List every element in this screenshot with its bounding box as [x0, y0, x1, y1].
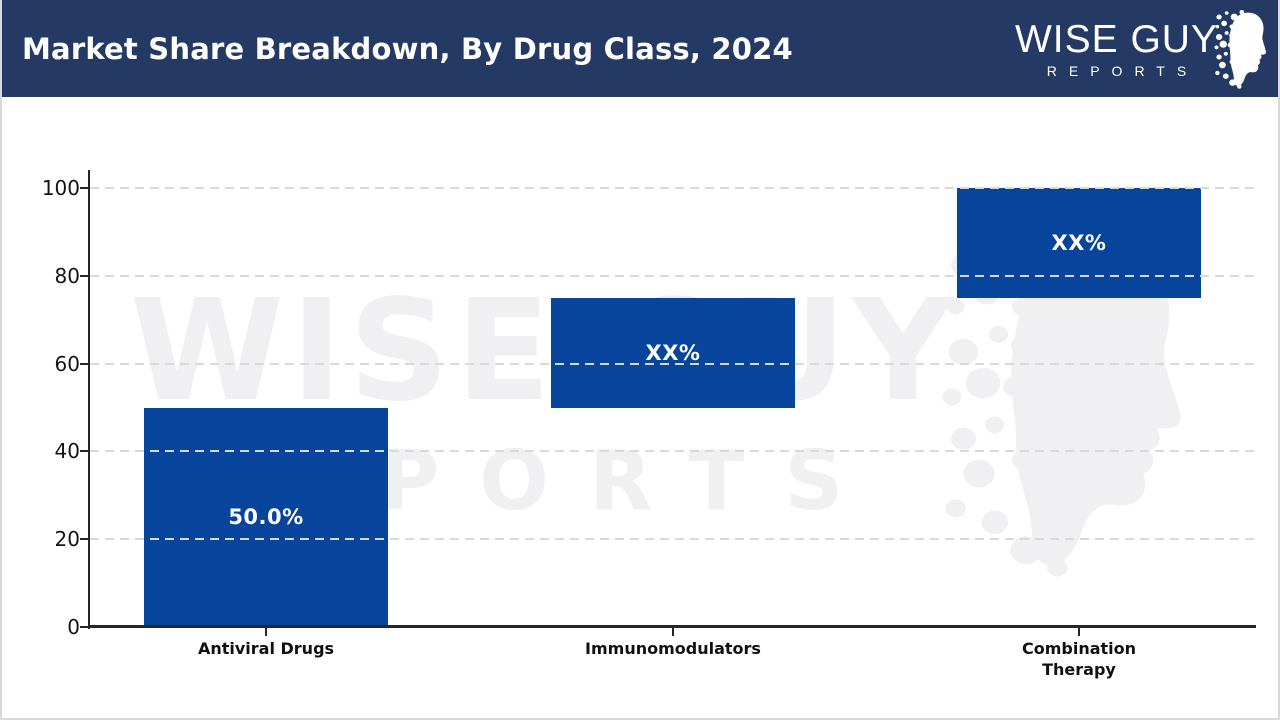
y-tick-mark: [80, 538, 88, 541]
gridline: [90, 450, 1256, 453]
wiseguy-logo-text: WISE GUY REPORTS: [1015, 20, 1218, 78]
x-tick-mark: [265, 628, 267, 636]
x-tick-mark: [672, 628, 674, 636]
gridline: [90, 362, 1256, 365]
y-tick-label: 100: [41, 176, 80, 200]
logo-brand-subtitle: REPORTS: [1046, 62, 1199, 79]
bar: XX%: [957, 188, 1201, 298]
gridline: [90, 187, 1256, 189]
x-tick-mark: [1078, 628, 1080, 636]
dot-face-icon: [1214, 9, 1266, 89]
y-tick-mark: [80, 450, 88, 453]
y-tick-mark: [80, 274, 88, 277]
y-tick-label: 80: [54, 263, 80, 288]
y-tick-label: 20: [54, 527, 80, 552]
logo-brand-name: WISE GUY: [1014, 17, 1218, 61]
watermark-brand-text: WISE GUY: [130, 270, 960, 433]
wiseguy-logo: WISE GUY REPORTS: [1015, 4, 1268, 94]
x-tick-label: Antiviral Drugs: [197, 639, 335, 658]
page-title: Market Share Breakdown, By Drug Class, 2…: [22, 31, 793, 66]
x-tick-label: Immunomodulators: [585, 639, 761, 658]
bar-value-label: XX%: [1051, 230, 1107, 255]
bar-value-label: 50.0%: [228, 505, 304, 530]
y-tick-mark: [80, 187, 88, 189]
bar-value-label: XX%: [645, 340, 701, 365]
y-tick-label: 40: [54, 439, 80, 464]
gridline: [90, 274, 1256, 277]
y-axis-line: [88, 170, 90, 629]
y-tick-mark: [80, 626, 88, 628]
y-tick-label: 0: [67, 615, 80, 639]
bar: 50.0%: [144, 407, 388, 627]
y-tick-label: 60: [54, 351, 80, 376]
gridline: [90, 538, 1256, 541]
bar: XX%: [551, 297, 795, 408]
x-tick-label: Combination Therapy: [1021, 639, 1137, 679]
header-bar: Market Share Breakdown, By Drug Class, 2…: [2, 0, 1278, 97]
x-axis-line: [88, 625, 1256, 628]
y-tick-mark: [80, 362, 88, 365]
